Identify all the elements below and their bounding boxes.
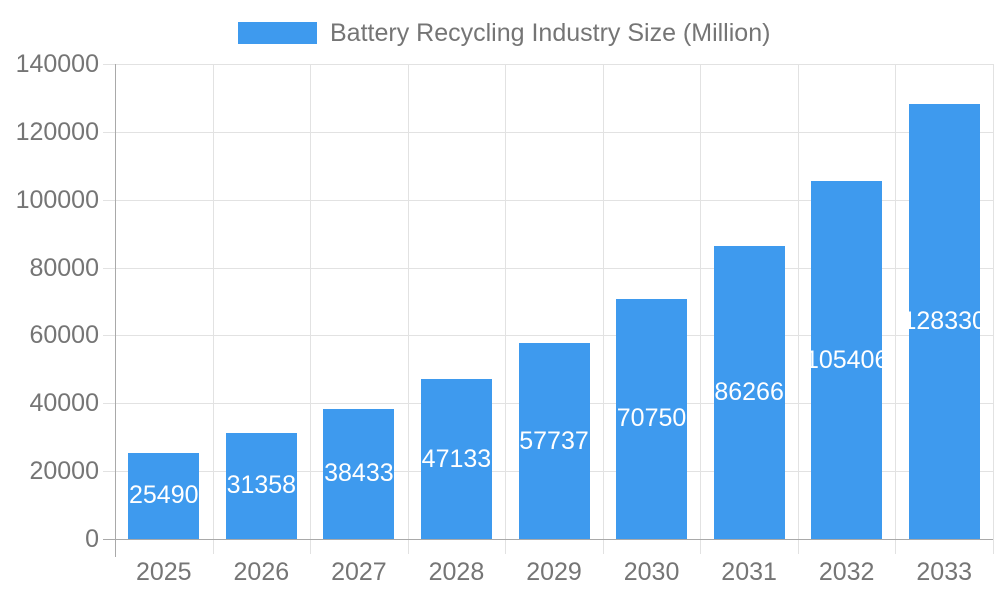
x-axis-tick-label: 2028: [428, 558, 485, 586]
y-axis-tick: [103, 131, 115, 133]
legend-swatch: [238, 22, 317, 44]
x-axis-tick-label: 2032: [818, 558, 875, 586]
bar[interactable]: 47133: [420, 379, 492, 539]
v-gridline: [797, 64, 799, 554]
bar[interactable]: 86266: [713, 246, 785, 539]
bar-value-label: 70750: [616, 404, 687, 433]
y-axis-tick: [103, 403, 115, 405]
v-gridline: [895, 64, 897, 554]
y-axis-tick: [103, 335, 115, 337]
y-axis-tick: [103, 471, 115, 473]
bar[interactable]: 128330: [903, 103, 986, 539]
h-gridline: [115, 64, 993, 65]
v-gridline: [505, 64, 507, 554]
v-gridline: [212, 64, 214, 554]
y-axis-tick-label: 0: [85, 525, 99, 553]
x-axis-tick-label: 2025: [135, 558, 192, 586]
bar-value-label: 105406: [804, 345, 889, 374]
y-axis-tick-label: 40000: [29, 389, 99, 418]
v-gridline: [407, 64, 409, 554]
bar-value-label: 57737: [519, 426, 589, 455]
v-gridline: [602, 64, 604, 554]
bar-value-label: 128330: [902, 306, 986, 335]
x-axis-tick-label: 2031: [721, 558, 777, 586]
bar[interactable]: 70750: [616, 298, 688, 539]
y-axis-tick-label: 100000: [15, 185, 99, 214]
h-gridline: [115, 267, 993, 269]
v-gridline: [993, 64, 994, 554]
x-axis-tick-label: 2030: [623, 558, 680, 586]
y-axis-tick-label: 20000: [29, 457, 99, 486]
y-axis-tick-label: 80000: [29, 253, 99, 282]
bar-value-label: 86266: [714, 378, 784, 407]
y-axis-tick-label: 120000: [15, 117, 99, 146]
x-axis-tick-label: 2027: [331, 558, 387, 586]
h-gridline: [115, 335, 993, 337]
y-axis-line: [115, 64, 116, 557]
x-axis-line: [103, 539, 993, 540]
y-axis-tick-label: 60000: [29, 321, 99, 350]
x-axis-tick-label: 2029: [526, 558, 582, 586]
y-axis-tick-label: 140000: [15, 50, 99, 78]
bar-value-label: 25490: [129, 481, 199, 510]
bar-value-label: 47133: [421, 444, 492, 473]
bar[interactable]: 105406: [805, 181, 888, 539]
bar-value-label: 38433: [324, 459, 394, 488]
bar[interactable]: 38433: [323, 408, 395, 539]
v-gridline: [310, 64, 312, 554]
bar[interactable]: 31358: [225, 432, 297, 539]
bar[interactable]: 25490: [128, 452, 200, 539]
x-axis-tick-label: 2026: [233, 558, 290, 586]
legend-label: Battery Recycling Industry Size (Million…: [330, 19, 771, 47]
x-axis-tick-label: 2033: [916, 558, 973, 586]
h-gridline: [115, 131, 993, 133]
bar[interactable]: 57737: [518, 343, 590, 539]
bar-value-label: 31358: [226, 471, 297, 500]
y-axis-tick: [103, 64, 115, 65]
y-axis-tick: [103, 267, 115, 269]
h-gridline: [115, 199, 993, 201]
y-axis-tick: [103, 199, 115, 201]
legend-item[interactable]: Battery Recycling Industry Size (Million…: [238, 20, 770, 46]
v-gridline: [700, 64, 702, 554]
